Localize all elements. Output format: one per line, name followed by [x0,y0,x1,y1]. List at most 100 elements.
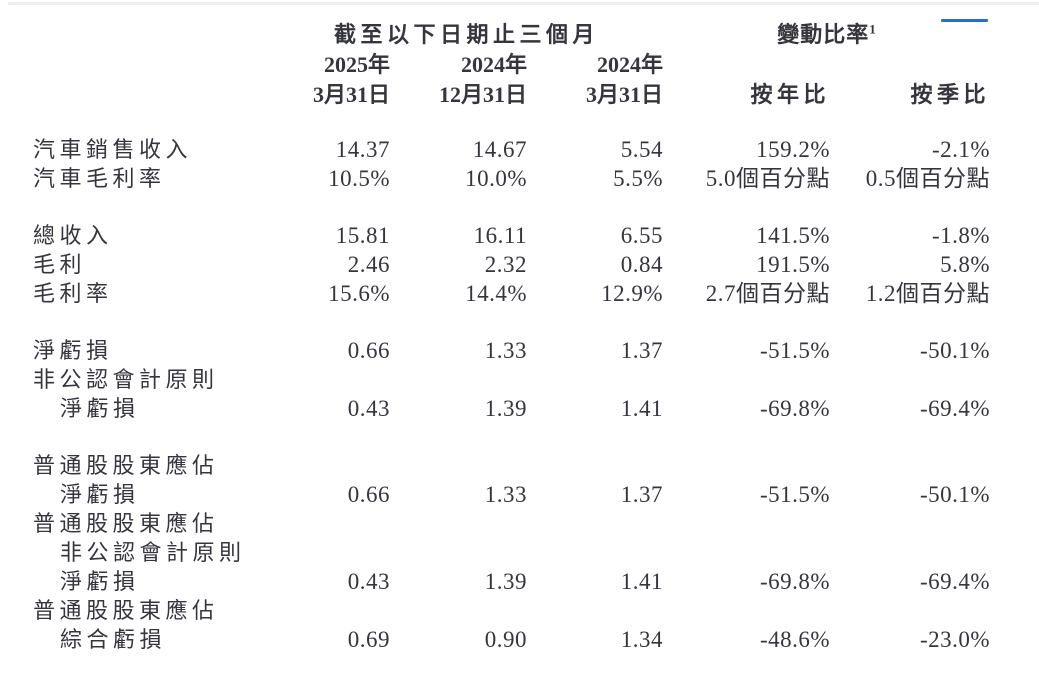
change-group-label: 變動比率 [777,22,870,47]
cell-value [830,451,990,480]
cell-value [270,538,390,567]
cell-value: 1.33 [484,482,527,507]
cell-value: 1.41 [620,569,664,594]
cell-value: 0.43 [347,569,390,594]
col-header-year-2025q1: 2025年 [323,52,390,77]
cell-value: 14.4% [465,281,527,306]
cell-value: 2.32 [484,252,527,277]
cell-value [830,365,990,394]
table-row: 淨虧損 0.66 1.33 1.37 -51.5% -50.1% [33,480,990,509]
table-row: 淨虧損 0.43 1.39 1.41 -69.8% -69.4% [33,394,990,423]
cell-value [527,365,663,394]
cell-value: 1.41 [620,396,664,421]
cell-value: -2.1% [931,137,991,162]
cell-value: -69.4% [919,396,991,421]
cell-value: 15.81 [335,223,390,248]
cell-value [830,538,990,567]
table-row: 非公認會計原則 [33,365,990,394]
cell-value: 1.34 [620,627,664,652]
table-row: 普通股股東應佔 [33,596,990,625]
cell-value [270,451,390,480]
cell-value: -69.8% [759,569,831,594]
cell-value: 10.5% [328,166,390,191]
cell-value: -69.8% [759,396,831,421]
change-group-header: 變動比率1 [663,20,990,50]
empty-corner-cell [33,20,270,50]
top-divider-line [8,2,1039,5]
empty-cell [830,50,990,80]
col-header-year-2024q1: 2024年 [597,52,664,77]
cell-value: 2.7個百分點 [705,281,831,306]
cell-value [830,509,990,538]
cell-value: 1.33 [484,338,527,363]
cell-value: 1.37 [620,338,664,363]
row-label: 汽車毛利率 [33,165,166,191]
cell-value: -51.5% [759,338,831,363]
row-label: 普通股股東應佔 [33,452,219,478]
cell-value: 16.11 [473,223,527,248]
col-header-yoy: 按年比 [750,82,831,107]
cell-value: 0.5個百分點 [865,166,991,191]
col-header-date-2024q1: 3月31日 [586,82,664,107]
table-body: 汽車銷售收入 14.37 14.67 5.54 159.2% -2.1% 汽車毛利率 10.5… [33,110,990,654]
group-spacer-row [33,423,990,451]
cell-value [527,509,663,538]
cell-value: 0.84 [620,252,664,277]
cell-value: 1.39 [484,396,527,421]
cell-value [390,596,527,625]
blue-accent-line [941,19,988,22]
cell-value: 5.5% [613,166,664,191]
cell-value: 15.6% [328,281,390,306]
cell-value: -48.6% [759,627,831,652]
cell-value: -69.4% [919,569,991,594]
cell-value: 12.9% [601,281,664,306]
cell-value: 191.5% [756,252,831,277]
cell-value [390,451,527,480]
row-label: 淨虧損 [60,395,140,421]
empty-cell [33,50,270,80]
cell-value [527,538,663,567]
cell-value [527,451,663,480]
cell-value [270,596,390,625]
table-row: 毛利率 15.6% 14.4% 12.9% 2.7個百分點 1.2個百分點 [33,279,990,308]
cell-value: 14.67 [472,137,527,162]
row-label: 普通股股東應佔 [33,510,219,536]
cell-value: 159.2% [756,137,831,162]
row-label: 非公認會計原則 [33,366,219,392]
col-header-year-2024q4: 2024年 [460,52,527,77]
empty-cell [663,50,830,80]
table-row: 普通股股東應佔 [33,509,990,538]
year-header-row: 2025年 2024年 2024年 [33,50,990,80]
cell-value [390,365,527,394]
cell-value [830,596,990,625]
cell-value: 5.54 [620,137,664,162]
footnote-marker: 1 [869,21,876,37]
row-label: 毛利率 [33,280,113,306]
cell-value: 14.37 [335,137,390,162]
col-header-date-2024q4: 12月31日 [438,82,527,107]
cell-value: 5.0個百分點 [705,166,831,191]
table-row: 汽車毛利率 10.5% 10.0% 5.5% 5.0個百分點 0.5個百分點 [33,164,990,193]
table-row: 普通股股東應佔 [33,451,990,480]
table-row: 非公認會計原則 [33,538,990,567]
table-row: 淨虧損 0.43 1.39 1.41 -69.8% -69.4% [33,567,990,596]
row-label: 非公認會計原則 [60,539,246,565]
cell-value [270,365,390,394]
cell-value: 1.2個百分點 [865,281,991,306]
group-spacer-row [33,308,990,336]
header-gap-row [33,110,990,135]
table-row: 綜合虧損 0.69 0.90 1.34 -48.6% -23.0% [33,625,990,654]
cell-value: -1.8% [931,223,991,248]
cell-value [663,509,830,538]
cell-value: 6.55 [620,223,664,248]
empty-cell [33,80,270,110]
cell-value [270,509,390,538]
cell-value: 0.43 [347,396,390,421]
row-label: 淨虧損 [60,568,140,594]
cell-value: 0.66 [347,338,390,363]
table-row: 總收入 15.81 16.11 6.55 141.5% -1.8% [33,221,990,250]
group-header-row: 截至以下日期止三個月 變動比率1 [33,20,990,50]
cell-value [663,538,830,567]
row-label: 綜合虧損 [60,626,167,652]
